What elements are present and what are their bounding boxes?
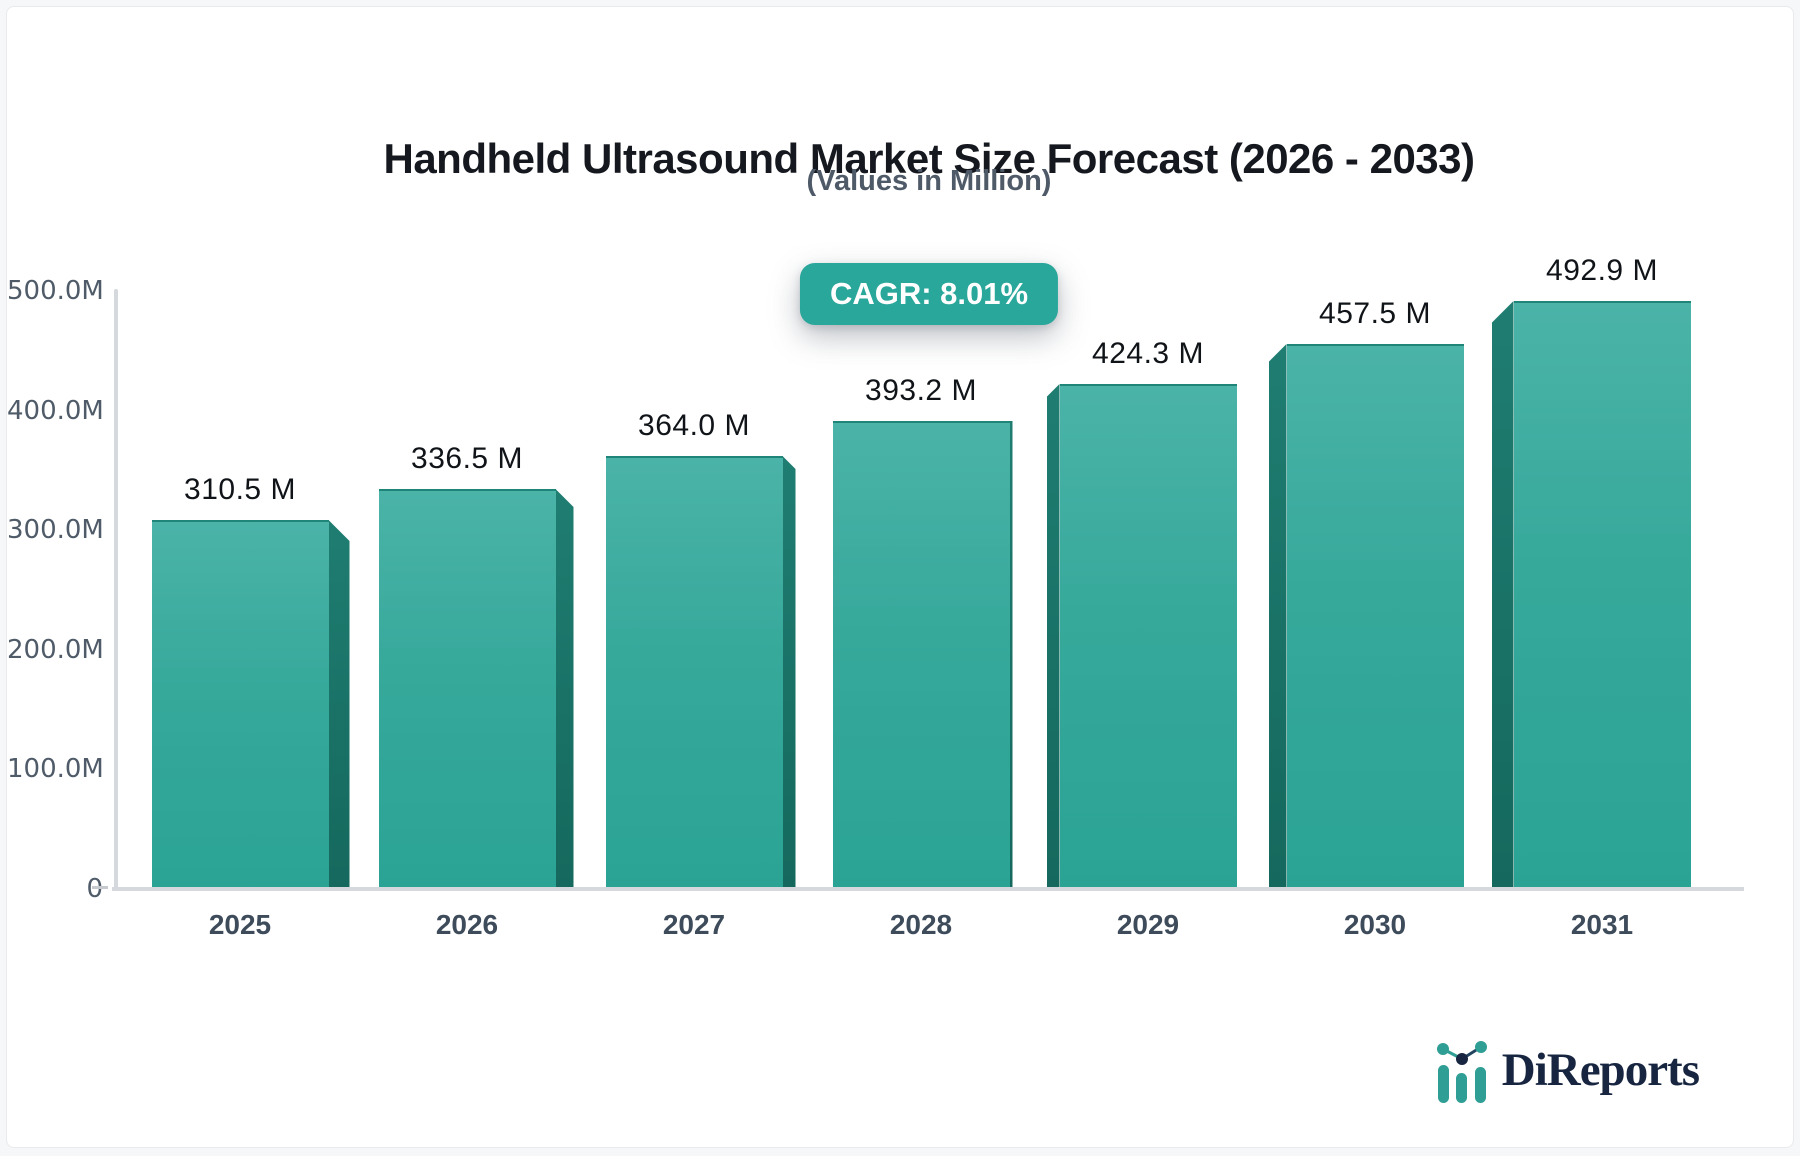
y-axis-line (114, 289, 118, 891)
x-axis-line (112, 887, 1744, 891)
bar (1059, 384, 1237, 891)
y-axis-tick-label: 300.0M (7, 515, 104, 546)
bar-3d-side (555, 489, 574, 891)
bar-3d-side (1046, 384, 1060, 891)
bar (1286, 344, 1464, 891)
y-axis-tick-label: 500.0M (7, 276, 104, 306)
cagr-badge: CAGR: 8.01% (799, 263, 1059, 325)
bar-value-label: 336.5 M (411, 442, 523, 475)
logo-text: DiReports (1501, 1043, 1700, 1096)
chart-card: Handheld Ultrasound Market Size Forecast… (6, 6, 1794, 1148)
y-axis-tick-label: 200.0M (7, 634, 104, 665)
x-axis-category-label: 2027 (662, 909, 726, 940)
x-axis-category-label: 2030 (1343, 909, 1407, 940)
chart-subtitle: (Values in Million) (806, 165, 1052, 197)
mini-bar-line-chart-icon (1436, 1041, 1487, 1103)
bar-3d-side (782, 456, 796, 891)
bar-3d-side (1009, 421, 1013, 891)
bar-value-label: 492.9 M (1546, 254, 1658, 287)
bar (151, 520, 329, 891)
y-axis-tick-label: 100.0M (7, 754, 104, 785)
y-axis-tick-label: 0 (86, 874, 103, 904)
x-axis-category-label: 2029 (1116, 909, 1180, 940)
direports-logo: DiReports (1435, 1037, 1700, 1103)
bar (832, 421, 1010, 891)
x-axis-category-label: 2031 (1570, 909, 1634, 940)
x-axis-category-label: 2025 (208, 909, 272, 940)
chart-title: Handheld Ultrasound Market Size Forecast… (383, 135, 1475, 183)
bar-3d-side (328, 520, 350, 891)
y-axis-tick-label: 400.0M (7, 395, 104, 426)
bar (378, 489, 556, 891)
bar (1513, 301, 1691, 891)
bar-value-label: 457.5 M (1319, 297, 1431, 330)
x-axis-category-label: 2026 (435, 909, 499, 940)
bar (605, 456, 783, 891)
bar-value-label: 424.3 M (1092, 337, 1204, 370)
bar-value-label: 310.5 M (184, 473, 296, 506)
bar-chart-plot-area: 500.0M 400.0M 300.0M 200.0M 100.0M 0 310.5 M 20… (7, 7, 1793, 1147)
bar-value-label: 393.2 M (865, 374, 977, 407)
bar-3d-side (1268, 344, 1287, 891)
x-axis-category-label: 2028 (889, 909, 953, 940)
zero-tick-mark (92, 886, 108, 889)
bar-3d-side (1491, 301, 1514, 891)
bar-value-label: 364.0 M (638, 409, 750, 442)
